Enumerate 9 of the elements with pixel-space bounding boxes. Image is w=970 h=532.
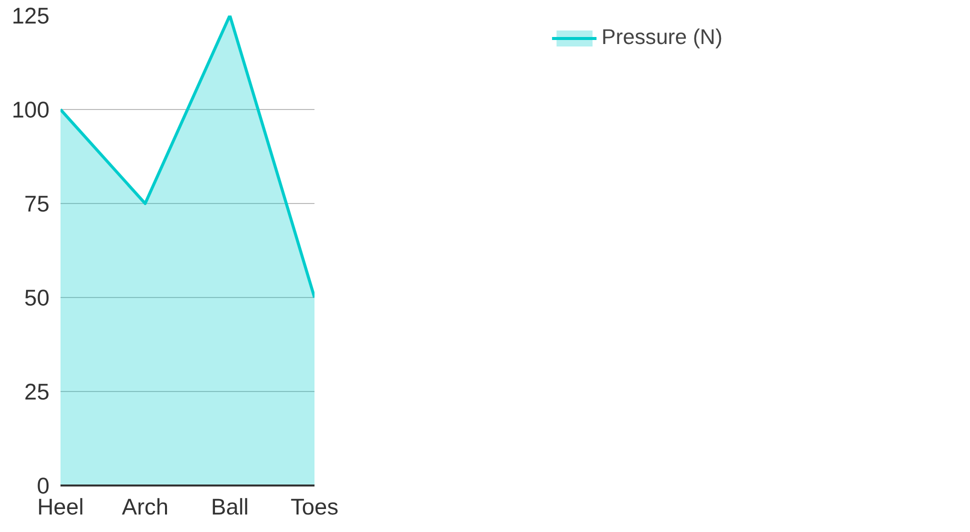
y-tick-label: 100 (12, 96, 50, 122)
y-tick-label: 50 (24, 284, 50, 310)
y-tick-label: 25 (24, 378, 50, 404)
x-tick-label: Ball (210, 494, 249, 520)
y-tick-label: 125 (12, 2, 50, 28)
y-tick-label: 75 (24, 190, 50, 216)
x-tick-label: Toes (290, 494, 338, 520)
legend-label: Pressure (N) (602, 25, 722, 50)
x-tick-label: Arch (122, 494, 168, 520)
